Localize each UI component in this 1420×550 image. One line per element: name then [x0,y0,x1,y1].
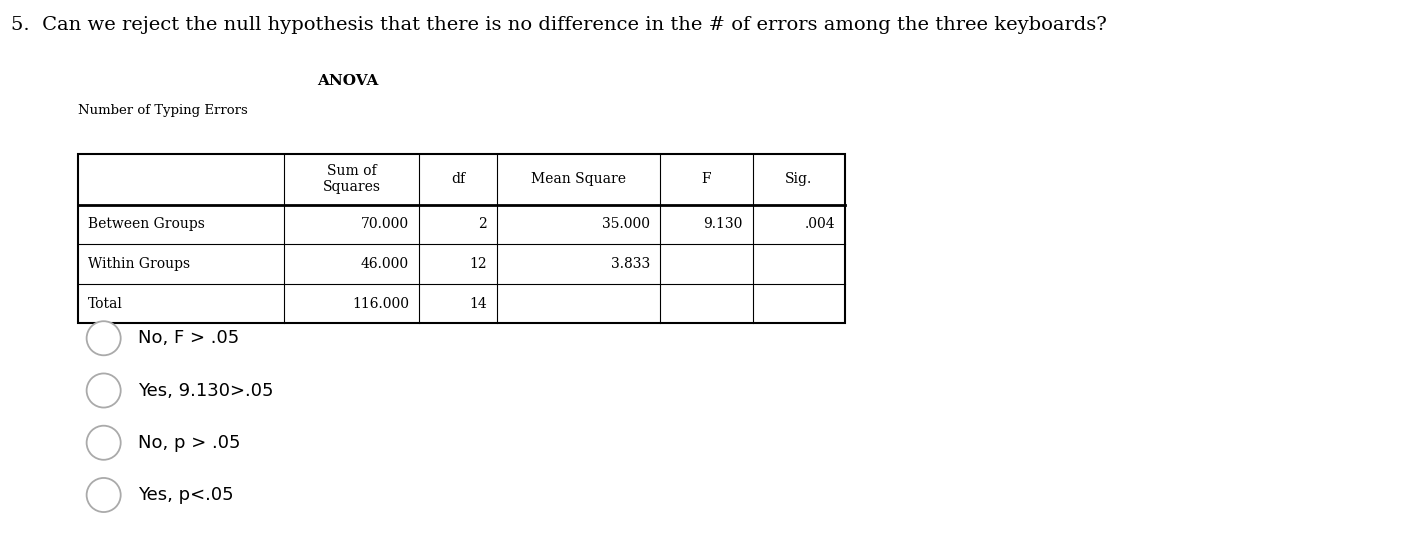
Text: 9.130: 9.130 [703,217,743,232]
Text: No, p > .05: No, p > .05 [138,434,240,452]
Text: 35.000: 35.000 [602,217,650,232]
Ellipse shape [87,426,121,460]
Ellipse shape [87,321,121,355]
Text: Total: Total [88,296,124,311]
Bar [78,154,845,323]
Text: Mean Square: Mean Square [531,172,626,186]
Text: df: df [452,172,464,186]
Text: 70.000: 70.000 [361,217,409,232]
Text: Number of Typing Errors: Number of Typing Errors [78,104,248,118]
Text: Sum of
Squares: Sum of Squares [322,164,381,194]
Text: Sig.: Sig. [785,172,812,186]
Text: 5.  Can we reject the null hypothesis that there is no difference in the # of er: 5. Can we reject the null hypothesis tha… [11,16,1108,35]
Text: 14: 14 [469,296,487,311]
Text: 46.000: 46.000 [361,257,409,271]
Ellipse shape [87,478,121,512]
Text: Yes, 9.130>.05: Yes, 9.130>.05 [138,382,273,399]
Text: Yes, p<.05: Yes, p<.05 [138,486,233,504]
Text: Within Groups: Within Groups [88,257,190,271]
Text: No, F > .05: No, F > .05 [138,329,239,347]
Text: ANOVA: ANOVA [317,74,379,88]
Text: .004: .004 [804,217,835,232]
Text: Between Groups: Between Groups [88,217,204,232]
Text: 2: 2 [479,217,487,232]
Text: 3.833: 3.833 [611,257,650,271]
Text: 12: 12 [470,257,487,271]
Ellipse shape [87,373,121,408]
Text: F: F [701,172,711,186]
Text: 116.000: 116.000 [352,296,409,311]
